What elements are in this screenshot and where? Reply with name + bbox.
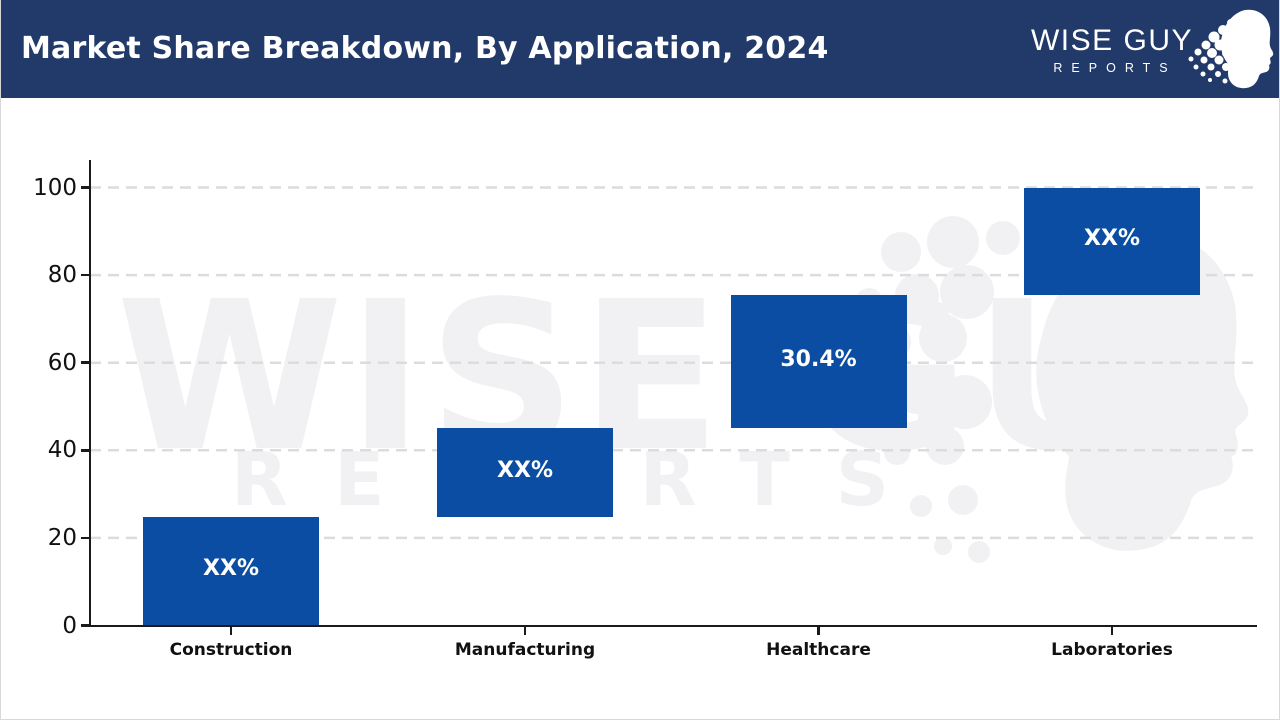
y-tick-mark: [80, 449, 89, 452]
bar-value-label: 30.4%: [780, 346, 857, 372]
bar-value-label: XX%: [497, 457, 553, 483]
x-axis-line: [88, 624, 1257, 627]
logo-name: WISE GUY: [1030, 23, 1193, 57]
x-category-label: Manufacturing: [454, 640, 596, 660]
x-tick-mark: [523, 627, 527, 635]
bar-value-label: XX%: [203, 556, 259, 582]
y-tick-mark: [80, 273, 89, 277]
y-tick-mark: [80, 186, 89, 189]
x-tick-mark: [229, 627, 233, 635]
x-category-label: Construction: [169, 640, 293, 660]
y-tick-mark: [80, 624, 89, 627]
y-tick-label: 40: [47, 437, 77, 464]
x-tick-mark: [817, 627, 820, 635]
y-axis-line: [88, 160, 91, 627]
y-tick-label: 80: [47, 262, 77, 289]
y-tick-label: 0: [62, 612, 77, 639]
y-tick-label: 60: [47, 349, 77, 376]
bar-construction: [143, 516, 319, 626]
header-bar: Market Share Breakdown, By Application, …: [1, 0, 1279, 98]
y-tick-mark: [80, 536, 89, 540]
y-tick-mark: [80, 361, 89, 364]
x-category-label: Healthcare: [766, 640, 871, 660]
y-tick-label: 20: [47, 524, 77, 551]
x-category-label: Laboratories: [1051, 640, 1173, 660]
y-tick-label: 100: [33, 174, 77, 201]
bar-value-label: XX%: [1084, 226, 1140, 252]
bar-manufacturing: [437, 428, 613, 517]
brand-logo: WISE GUY REPORTS: [1031, 7, 1275, 91]
logo-head-icon: [1188, 9, 1274, 89]
bar-healthcare: [730, 295, 907, 429]
logo-reports: REPORTS: [1053, 60, 1177, 75]
bar-laboratories: [1024, 187, 1200, 296]
page-title: Market Share Breakdown, By Application, …: [21, 31, 829, 66]
x-tick-mark: [1110, 627, 1114, 635]
